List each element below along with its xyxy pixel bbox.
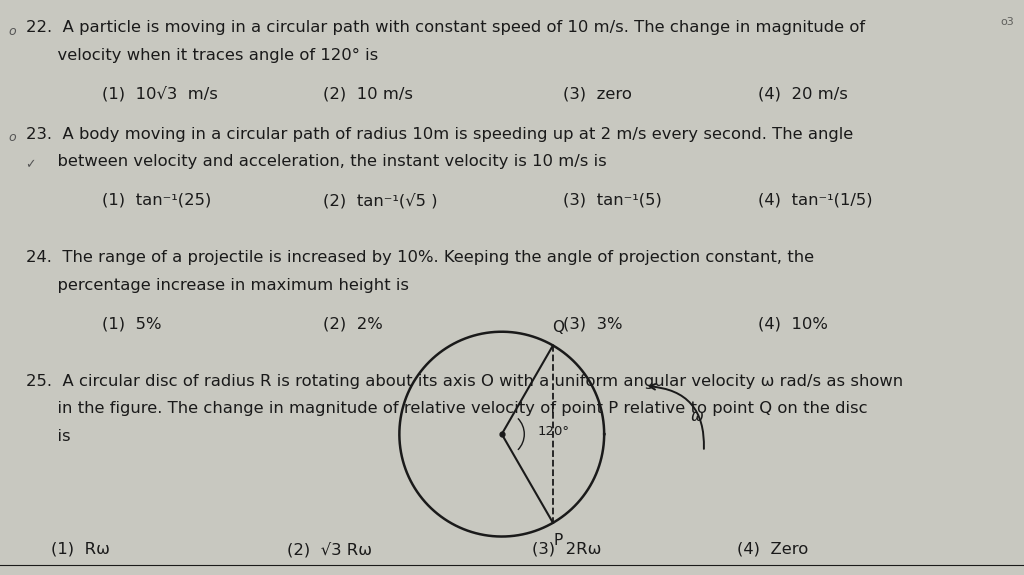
Text: 22.  A particle is moving in a circular path with constant speed of 10 m/s. The : 22. A particle is moving in a circular p…	[26, 20, 864, 35]
Text: (4)  tan⁻¹(1/5): (4) tan⁻¹(1/5)	[758, 193, 872, 208]
Text: (4)  20 m/s: (4) 20 m/s	[758, 86, 848, 101]
Text: (4)  10%: (4) 10%	[758, 316, 827, 331]
Text: (3)  zero: (3) zero	[563, 86, 632, 101]
Text: o: o	[8, 25, 15, 38]
Text: 24.  The range of a projectile is increased by 10%. Keeping the angle of project: 24. The range of a projectile is increas…	[26, 250, 814, 265]
Text: velocity when it traces angle of 120° is: velocity when it traces angle of 120° is	[26, 48, 378, 63]
Text: 25.  A circular disc of radius R is rotating about its axis O with a uniform ang: 25. A circular disc of radius R is rotat…	[26, 374, 903, 389]
Text: (2)  tan⁻¹(√5 ): (2) tan⁻¹(√5 )	[323, 193, 437, 208]
Text: (3)  3%: (3) 3%	[563, 316, 623, 331]
Text: (1)  5%: (1) 5%	[102, 316, 162, 331]
Text: 23.  A body moving in a circular path of radius 10m is speeding up at 2 m/s ever: 23. A body moving in a circular path of …	[26, 126, 853, 141]
Text: (1)  10√3  m/s: (1) 10√3 m/s	[102, 86, 218, 102]
Text: (1)  Rω: (1) Rω	[51, 542, 110, 557]
Text: is: is	[26, 429, 71, 444]
Text: (2)  2%: (2) 2%	[323, 316, 382, 331]
Text: ✓: ✓	[26, 158, 36, 171]
Text: percentage increase in maximum height is: percentage increase in maximum height is	[26, 278, 409, 293]
Text: P: P	[553, 533, 563, 548]
Text: in the figure. The change in magnitude of relative velocity of point P relative : in the figure. The change in magnitude o…	[26, 401, 867, 416]
Text: (2)  √3 Rω: (2) √3 Rω	[287, 542, 372, 557]
Text: (2)  10 m/s: (2) 10 m/s	[323, 86, 413, 101]
Text: 120°: 120°	[538, 425, 569, 438]
Text: (4)  Zero: (4) Zero	[737, 542, 809, 557]
Text: o3: o3	[1000, 17, 1014, 27]
Text: ω: ω	[691, 409, 703, 424]
Text: (3)  tan⁻¹(5): (3) tan⁻¹(5)	[563, 193, 663, 208]
Text: Q: Q	[552, 320, 564, 335]
Text: (3)  2Rω: (3) 2Rω	[532, 542, 602, 557]
Text: (1)  tan⁻¹(25): (1) tan⁻¹(25)	[102, 193, 212, 208]
Text: o: o	[8, 131, 15, 144]
Text: between velocity and acceleration, the instant velocity is 10 m/s is: between velocity and acceleration, the i…	[26, 154, 606, 169]
